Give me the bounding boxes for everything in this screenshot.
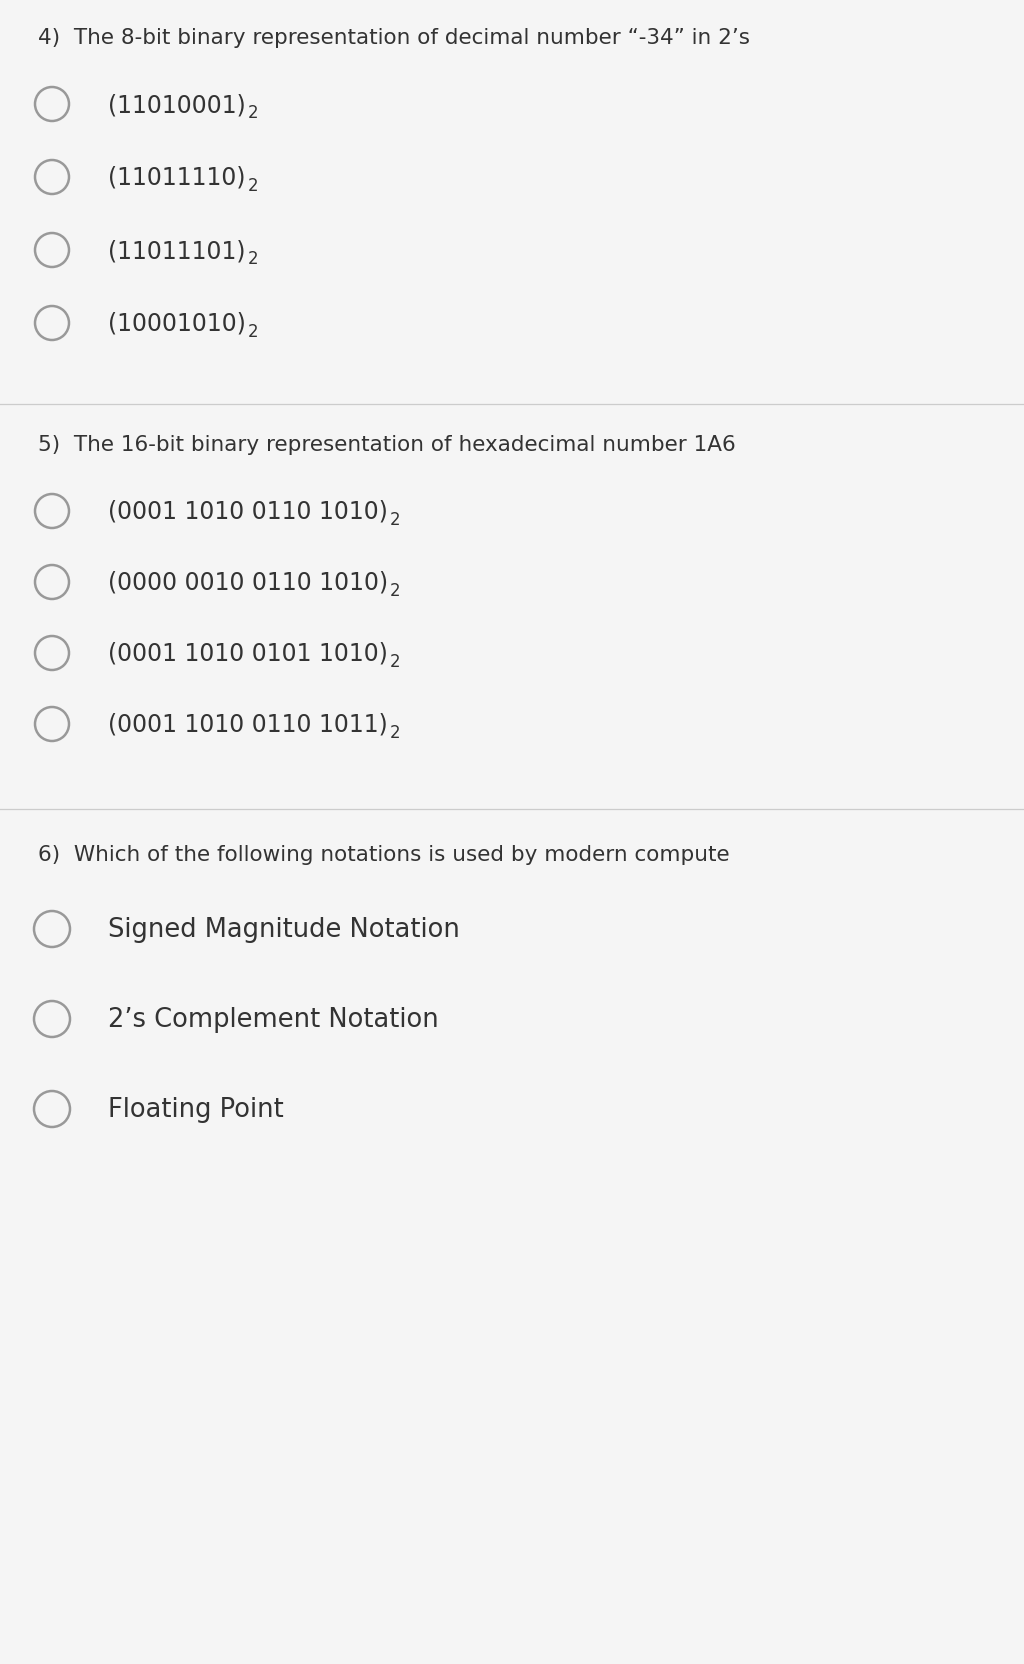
Text: 6)  Which of the following notations is used by modern compute: 6) Which of the following notations is u… — [38, 845, 730, 865]
Text: (0000 0010 0110 1010): (0000 0010 0110 1010) — [108, 571, 388, 594]
Text: 2’s Complement Notation: 2’s Complement Notation — [108, 1007, 438, 1032]
Text: Floating Point: Floating Point — [108, 1097, 284, 1122]
Circle shape — [35, 306, 69, 341]
Circle shape — [35, 707, 69, 742]
Text: (11011110): (11011110) — [108, 166, 246, 190]
Text: 4)  The 8-bit binary representation of decimal number “-34” in 2’s: 4) The 8-bit binary representation of de… — [38, 28, 750, 48]
Circle shape — [34, 912, 70, 947]
Circle shape — [35, 566, 69, 599]
Text: 2: 2 — [390, 581, 400, 599]
Circle shape — [34, 1002, 70, 1037]
Circle shape — [35, 161, 69, 195]
Text: 2: 2 — [248, 176, 258, 195]
Text: (11011101): (11011101) — [108, 240, 246, 263]
Text: 2: 2 — [248, 103, 258, 121]
Text: 5)  The 16-bit binary representation of hexadecimal number 1A6: 5) The 16-bit binary representation of h… — [38, 434, 736, 454]
Text: 2: 2 — [248, 250, 258, 268]
Text: 2: 2 — [248, 323, 258, 341]
Text: (0001 1010 0101 1010): (0001 1010 0101 1010) — [108, 642, 388, 666]
Circle shape — [35, 88, 69, 121]
Text: 2: 2 — [390, 511, 400, 529]
Text: (10001010): (10001010) — [108, 311, 246, 336]
Circle shape — [34, 1092, 70, 1127]
Circle shape — [35, 637, 69, 671]
Circle shape — [35, 235, 69, 268]
Text: (0001 1010 0110 1011): (0001 1010 0110 1011) — [108, 712, 388, 737]
Text: 2: 2 — [390, 724, 400, 740]
Text: (11010001): (11010001) — [108, 93, 246, 116]
Circle shape — [35, 494, 69, 529]
Text: Signed Magnitude Notation: Signed Magnitude Notation — [108, 917, 460, 942]
Text: 2: 2 — [390, 652, 400, 671]
Text: (0001 1010 0110 1010): (0001 1010 0110 1010) — [108, 499, 388, 524]
